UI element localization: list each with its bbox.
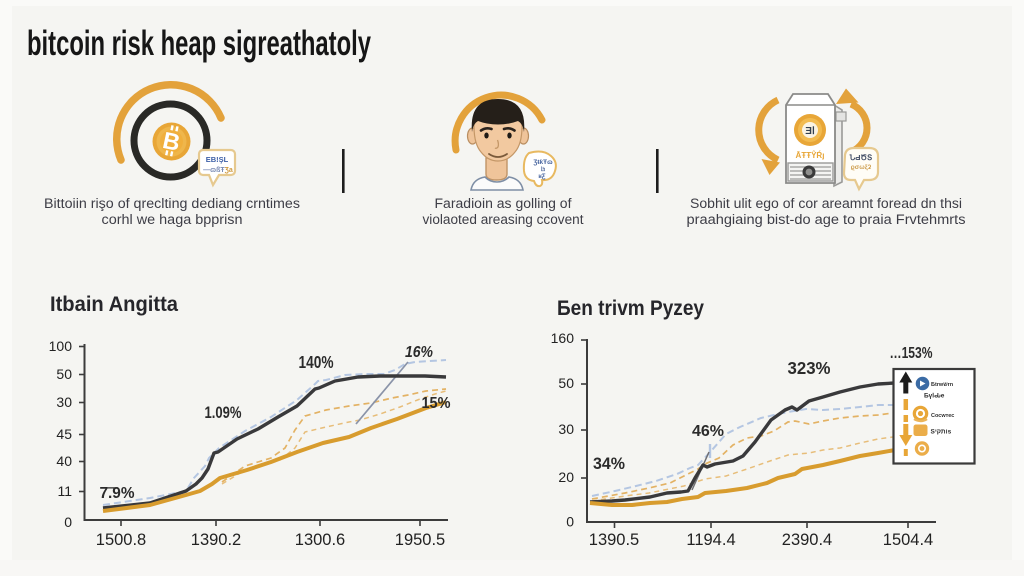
svg-text:Ѕותקיs: Ѕותקיs [931,429,952,436]
svg-text:EB!ŞL: EB!ŞL [206,155,229,164]
svg-text:ϱσωξʡ: ϱσωξʡ [851,164,872,171]
svg-text:30: 30 [56,394,72,410]
svg-text:bitcoin risk heap sigreathatol: bitcoin risk heap sigreathatoly [27,24,371,63]
svg-text:11: 11 [57,483,72,499]
svg-text:ߤߊ: ߤߊ [541,166,546,173]
svg-text:50: 50 [558,375,574,391]
svg-text:ƷŧƙŦɷ: ƷŧƙŦɷ [533,159,553,166]
svg-text:40: 40 [56,453,72,469]
svg-text:Sobhit ulit ego of cor areamnt: Sobhit ulit ego of cor areamnt foread dn… [690,196,962,211]
svg-text:corhl we haga bpprisn: corhl we haga bpprisn [102,212,243,227]
svg-text:16%: 16% [405,344,433,361]
svg-text:Itbain Angitta: Itbain Angitta [50,292,179,316]
svg-text:БүӏԂe: БүӏԂe [924,392,945,400]
svg-text:violaoted areasing ccovent: violaoted areasing ccovent [423,212,584,227]
svg-text:100: 100 [49,338,73,354]
svg-text:20: 20 [558,469,574,485]
svg-text:1950.5: 1950.5 [395,531,445,549]
svg-text:45: 45 [56,426,72,442]
svg-text:15%: 15% [422,395,451,412]
svg-text:1.09%: 1.09% [205,403,242,422]
svg-text:1194.4: 1194.4 [686,531,735,549]
svg-text:2390.4: 2390.4 [782,531,832,549]
svg-text:323%: 323% [788,358,831,378]
svg-text:30: 30 [558,421,574,437]
svg-text:7͞.9%: 7͞.9% [100,485,135,502]
svg-text:34%: 34% [593,454,625,473]
svg-text:—ɷßŦƷa: —ɷßŦƷa [203,167,233,174]
svg-text:46%: 46% [692,423,724,440]
svg-text:ʁƸ: ʁƸ [538,174,546,180]
svg-text:1390.5: 1390.5 [589,531,639,549]
svg-text:B: B [160,127,182,156]
svg-text:Бen trivm Pyzey: Бen trivm Pyzey [557,296,704,320]
svg-text:0: 0 [566,514,574,530]
svg-text:Бtrwשrn: Бtrwשrn [931,382,954,388]
svg-text:1390.2: 1390.2 [191,531,241,549]
svg-text:Ǝߊ: Ǝߊ [805,126,815,137]
svg-text:50: 50 [56,366,72,382]
svg-text:0: 0 [64,514,72,530]
svg-text:…153%: …153% [890,345,933,362]
svg-text:praahgiaing bist-do age to pra: praahgiaing bist-do age to praia Frvtehm… [687,212,966,227]
svg-text:Bittoiin rişo of qreclting ded: Bittoiin rişo of qreclting dediang crnti… [44,196,300,211]
svg-text:Сосwтес: Сосwтес [931,413,954,419]
svg-text:ՆԀԾՏ: ՆԀԾՏ [849,153,873,162]
svg-text:Faradioin as golling of: Faradioin as golling of [435,196,572,211]
svg-text:1504.4: 1504.4 [883,531,933,549]
svg-text:160: 160 [551,330,575,346]
svg-text:140%: 140% [299,352,334,372]
svg-text:1500.8: 1500.8 [96,531,146,549]
svg-text:ĀŦŦŶŔȷ: ĀŦŦŶŔȷ [796,151,825,160]
svg-text:1300.6: 1300.6 [295,531,345,549]
